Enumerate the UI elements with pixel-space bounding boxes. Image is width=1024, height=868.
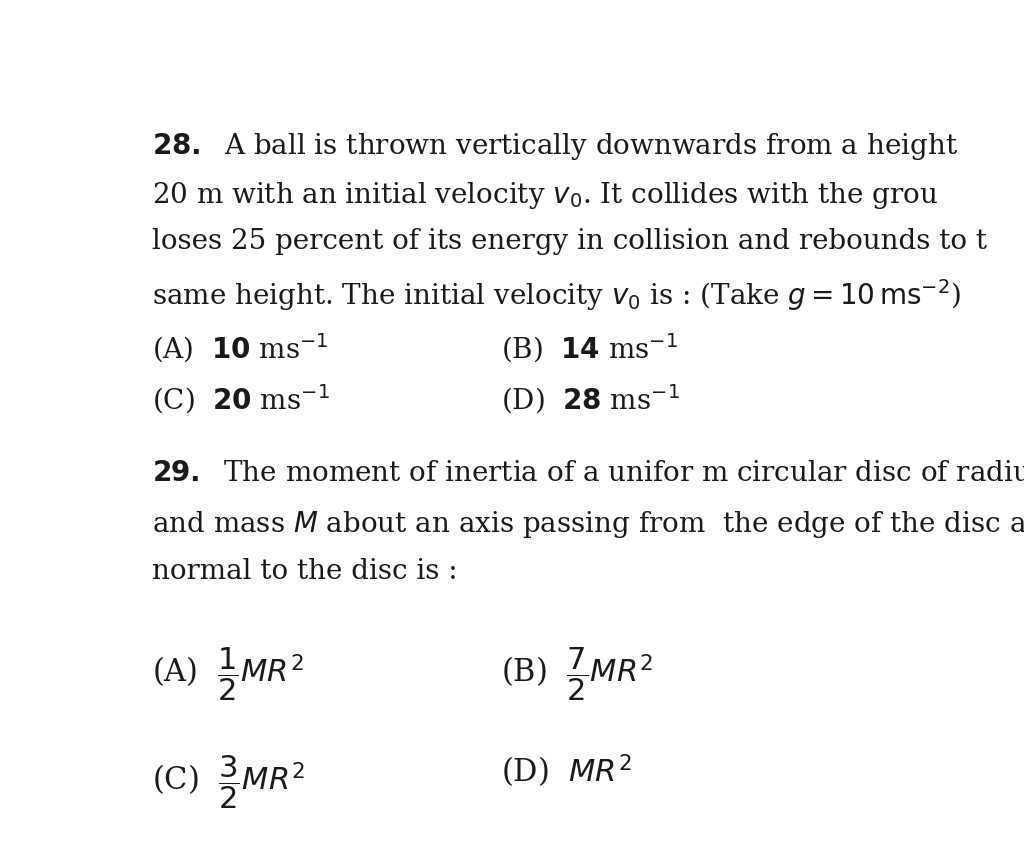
Text: 20 m with an initial velocity $v_0$. It collides with the grou: 20 m with an initial velocity $v_0$. It … (152, 180, 938, 211)
Text: (B)  $\mathbf{14}$ ms$^{-1}$: (B) $\mathbf{14}$ ms$^{-1}$ (501, 331, 678, 365)
Text: (C)  $\dfrac{3}{2}MR^2$: (C) $\dfrac{3}{2}MR^2$ (152, 753, 305, 811)
Text: (A)  $\dfrac{1}{2}MR^2$: (A) $\dfrac{1}{2}MR^2$ (152, 646, 303, 703)
Text: and mass $M$ about an axis passing from  the edge of the disc a: and mass $M$ about an axis passing from … (152, 509, 1024, 540)
Text: normal to the disc is :: normal to the disc is : (152, 558, 458, 585)
Text: $\mathbf{29.}$  The moment of inertia of a unifor m circular disc of radius: $\mathbf{29.}$ The moment of inertia of … (152, 460, 1024, 487)
Text: (C)  $\mathbf{20}$ ms$^{-1}$: (C) $\mathbf{20}$ ms$^{-1}$ (152, 382, 330, 416)
Text: (B)  $\dfrac{7}{2}MR^2$: (B) $\dfrac{7}{2}MR^2$ (501, 646, 653, 703)
Text: loses 25 percent of its energy in collision and rebounds to t: loses 25 percent of its energy in collis… (152, 228, 987, 255)
Text: (D)  $MR^2$: (D) $MR^2$ (501, 753, 632, 791)
Text: (A)  $\mathbf{10}$ ms$^{-1}$: (A) $\mathbf{10}$ ms$^{-1}$ (152, 331, 329, 365)
Text: same height. The initial velocity $v_0$ is : (Take $g = 10\,\mathrm{ms}^{-2}$): same height. The initial velocity $v_0$ … (152, 277, 961, 313)
Text: $\mathbf{28.}$  A ball is thrown vertically downwards from a height: $\mathbf{28.}$ A ball is thrown vertical… (152, 131, 957, 162)
Text: (D)  $\mathbf{28}$ ms$^{-1}$: (D) $\mathbf{28}$ ms$^{-1}$ (501, 382, 680, 416)
